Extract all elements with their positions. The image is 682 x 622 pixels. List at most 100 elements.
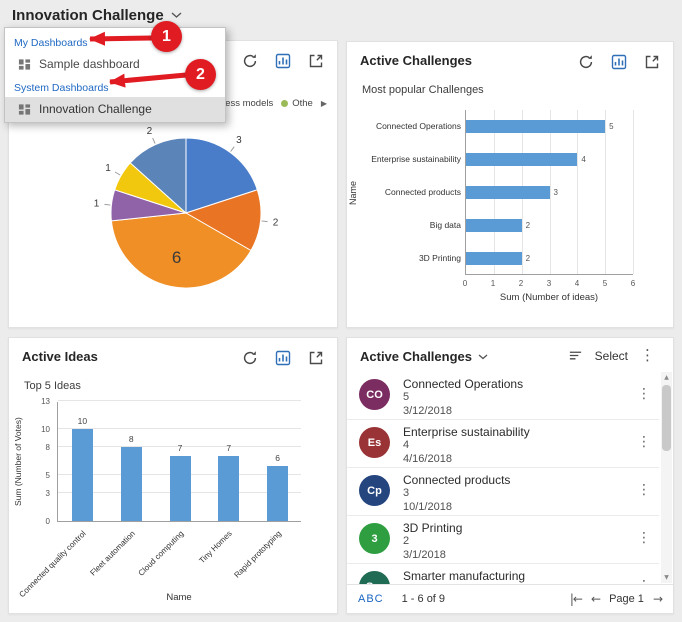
x-tick-label: 3 [546,279,552,288]
list-item-title: 3D Printing [403,521,463,535]
gridline [58,400,301,401]
pie-label-tick [152,137,156,144]
x-axis-ticks: 0 1 2 3 4 5 6 [462,279,636,289]
x-tick-label: 6 [630,279,636,288]
gridline [605,110,607,274]
bar-value-label: 7 [177,443,183,454]
legend-next-icon[interactable]: ▶ [320,99,327,108]
bar[interactable] [267,465,289,521]
legend-label: business models [202,98,274,109]
pie-slice[interactable] [185,137,258,214]
x-tick-label: 0 [462,279,468,288]
panel-title: Active Ideas [22,349,98,364]
dropdown-group-my-dashboards[interactable]: My Dashboards [14,37,88,49]
refresh-icon[interactable] [242,53,258,69]
list-item[interactable]: 3 3D Printing 2 3/1/2018 ⋮ [347,516,659,564]
list-view-selector[interactable]: Active Challenges [360,349,488,364]
bar[interactable] [71,428,93,521]
panel-active-challenges-chart: Active Challenges Most popular Challenge… [346,41,674,328]
view-records-icon[interactable] [275,350,291,366]
bar[interactable] [466,153,578,166]
refresh-icon[interactable] [242,350,258,366]
x-tick-label: 5 [602,279,608,288]
list-footer: ABC 1 - 6 of 9 |← ← Page 1 → [347,584,673,613]
pie-slice[interactable] [110,212,252,289]
jump-bar[interactable]: ABC [358,593,384,605]
more-options-icon[interactable]: ⋮ [637,386,651,402]
dropdown-group-system-dashboards[interactable]: System Dashboards [14,82,109,94]
bar[interactable] [120,447,142,521]
prev-page-icon[interactable]: ← [591,592,601,606]
more-options-icon[interactable]: ⋮ [637,434,651,450]
avatar: CO [359,379,390,410]
y-tick-label: 13 [41,397,50,406]
list-item[interactable]: Cp Connected products 3 10/1/2018 ⋮ [347,468,659,516]
page-title: Innovation Challenge [12,7,164,24]
scrollbar-thumb[interactable] [662,385,671,451]
scroll-up-icon[interactable]: ▲ [664,374,669,381]
more-options-icon[interactable]: ⋮ [637,482,651,498]
gridline [549,110,551,274]
bar-value-label: 3 [553,188,558,197]
bar-value-label: 8 [128,434,134,445]
list-item[interactable]: Sm Smarter manufacturing2 ⋮ [347,564,659,584]
first-page-icon[interactable]: |← [569,592,583,606]
chevron-down-icon [171,12,182,18]
dropdown-item-sample-dashboard[interactable]: Sample dashboard [5,52,225,77]
dashboard-selector[interactable]: Innovation Challenge [12,7,182,24]
bar[interactable] [169,456,191,521]
view-records-icon[interactable] [611,54,627,70]
legend-label: Othe [292,98,313,109]
legend-item[interactable]: Othe [281,98,313,109]
x-tick-label: 4 [574,279,580,288]
bar[interactable] [218,456,240,521]
pie-slice[interactable] [184,189,262,252]
bar[interactable] [466,120,606,133]
pie-slice[interactable] [129,137,187,215]
pie-chart: 3 2 6 1 1 2 [94,126,279,289]
gridline [577,110,579,274]
scrollbar[interactable]: ▲ ▼ [661,372,672,583]
annotation-number: 1 [162,27,171,45]
expand-icon[interactable] [308,350,324,366]
list-item-date: 3/12/2018 [403,404,452,417]
scroll-down-icon[interactable]: ▼ [664,574,669,581]
refresh-icon[interactable] [578,54,594,70]
y-tick-label: 0 [45,517,50,526]
select-button[interactable]: Select [594,348,628,363]
bar-value-label: 2 [525,221,531,230]
dropdown-item-innovation-challenge[interactable]: Innovation Challenge [5,97,225,122]
pie-label-tick [104,203,111,206]
view-records-icon[interactable] [275,53,291,69]
pie-label-tick [230,146,235,152]
column-options-icon[interactable] [568,348,583,363]
bar[interactable] [466,219,522,232]
pie-data-label: 2 [273,217,279,228]
list-item[interactable]: CO Connected Operations 5 3/12/2018 ⋮ [347,372,659,420]
expand-icon[interactable] [308,53,324,69]
category-label: Cloud computing [136,529,186,578]
bar[interactable] [466,252,522,265]
more-options-icon[interactable]: ⋮ [637,530,651,546]
list-item[interactable]: Es Enterprise sustainability 4 4/16/2018 ⋮ [347,420,659,468]
avatar: Es [359,427,390,458]
category-label: Enterprise sustainability [371,154,461,164]
expand-icon[interactable] [644,54,660,70]
avatar: 3 [359,523,390,554]
more-options-icon[interactable]: ⋮ [640,346,655,364]
chevron-down-icon [478,354,488,359]
annotation-badge-2: 2 [185,59,216,90]
list-item-title: Connected products [403,473,511,487]
list-item-count: 3 [403,487,410,499]
category-axis: Connected quality control Fleet automatio… [18,526,301,599]
bar[interactable] [466,186,550,199]
legend-item[interactable]: business models [202,98,273,109]
more-options-icon[interactable]: ⋮ [637,578,651,584]
list-item-date: 4/16/2018 [403,452,452,465]
pie-data-label: 6 [172,248,181,267]
next-page-icon[interactable]: → [652,592,663,606]
challenge-list: CO Connected Operations 5 3/12/2018 ⋮ Es Enter… [347,372,659,584]
bar-value-label: 7 [226,443,232,454]
list-item-count: 5 [403,391,410,403]
